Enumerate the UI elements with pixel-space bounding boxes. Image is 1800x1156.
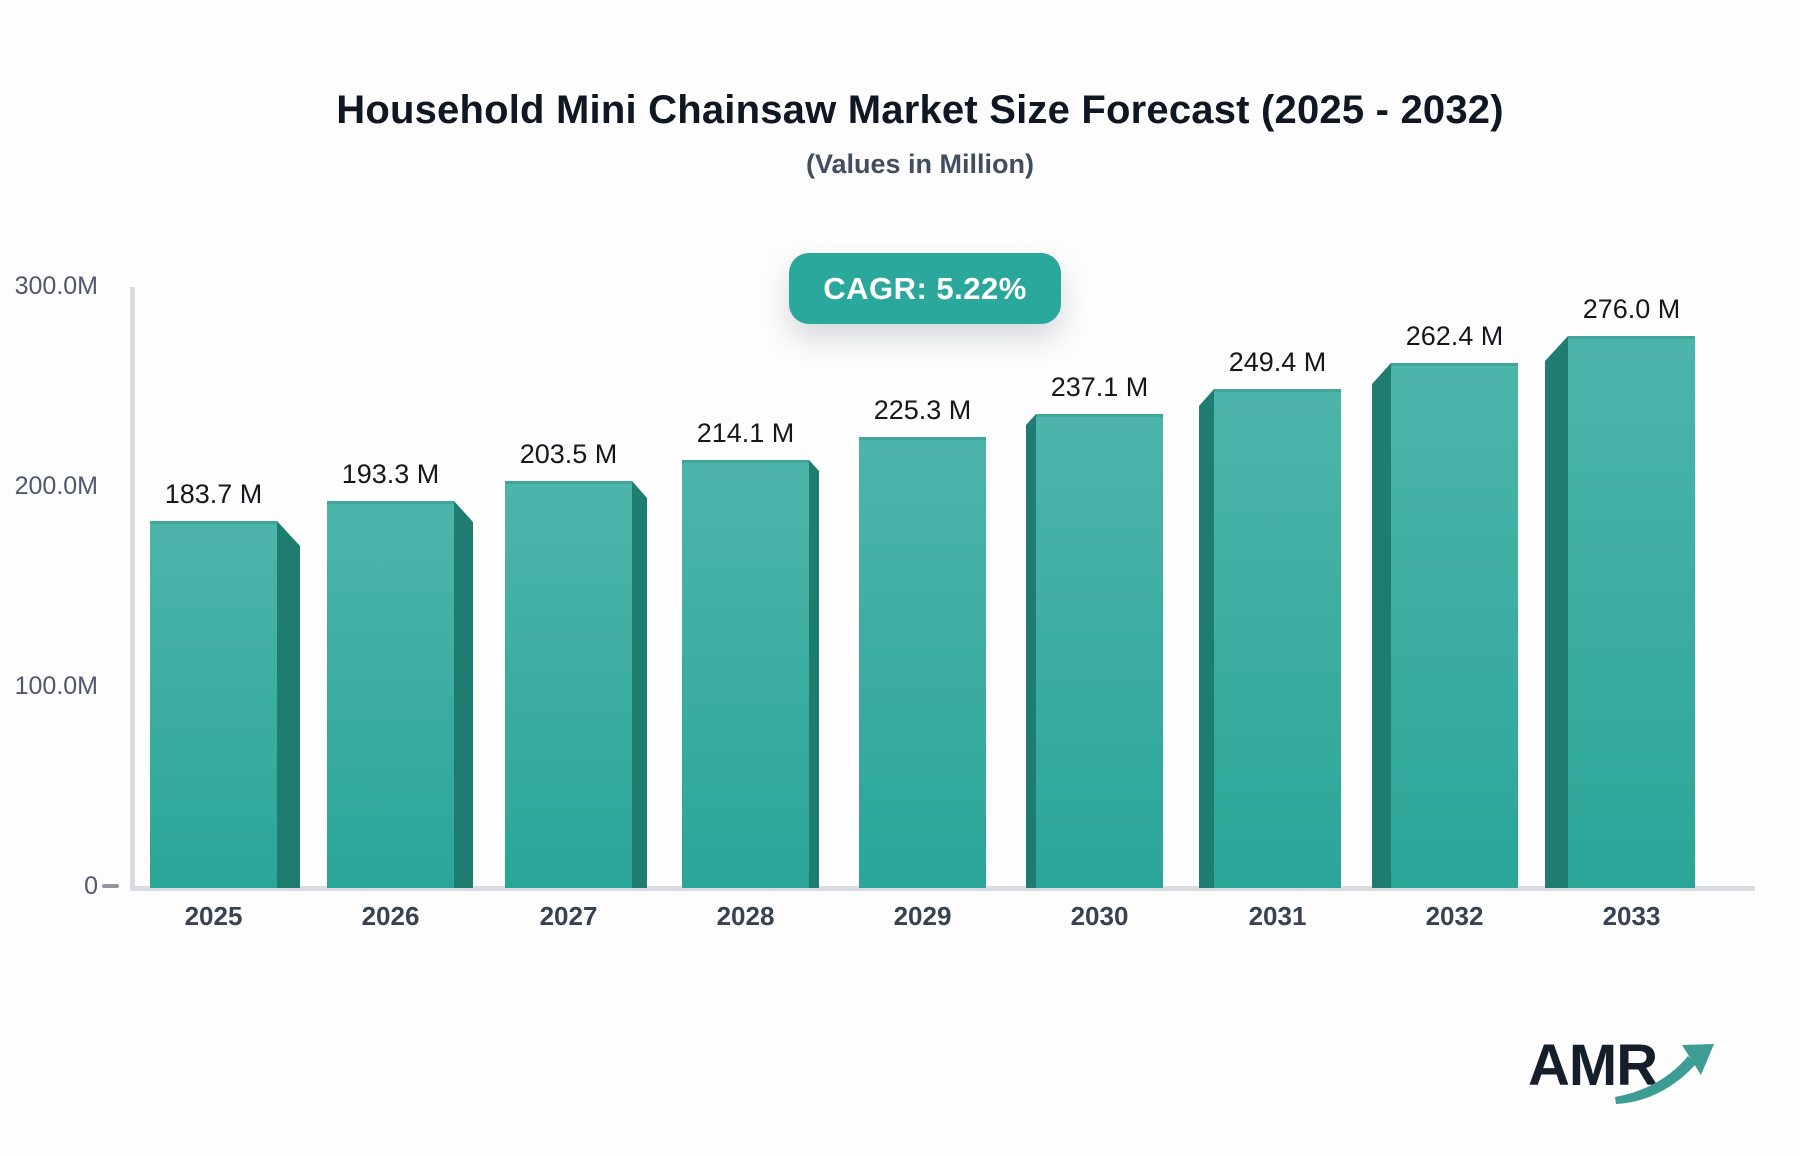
bar-2027 — [505, 481, 632, 888]
bar-2033 — [1568, 336, 1695, 888]
chart-subtitle: (Values in Million) — [805, 149, 1035, 179]
bar-value-label: 203.5 M — [519, 439, 618, 469]
x-axis-category-label: 2028 — [716, 901, 775, 931]
zero-tick-mark — [102, 884, 119, 888]
bar-value-label: 214.1 M — [696, 418, 795, 448]
bar-2031 — [1214, 389, 1341, 888]
bar-value-label: 276.0 M — [1582, 294, 1681, 324]
bar-2029 — [859, 437, 986, 888]
growth-arrow-icon — [1615, 1044, 1714, 1104]
bar-2032 — [1391, 363, 1518, 888]
x-axis-category-label: 2025 — [184, 901, 243, 931]
bar-value-label: 249.4 M — [1228, 347, 1327, 377]
bar-side-face — [277, 521, 300, 888]
bar-side-face — [1199, 389, 1214, 888]
bar-side-face — [1372, 363, 1391, 888]
x-axis-category-label: 2027 — [539, 901, 598, 931]
bar-value-label: 225.3 M — [873, 395, 972, 425]
chart-header: Household Mini Chainsaw Market Size Fore… — [40, 88, 1800, 180]
x-axis-category-label: 2026 — [361, 901, 420, 931]
bar-value-label: 237.1 M — [1050, 372, 1149, 402]
x-axis-category-label: 2029 — [893, 901, 952, 931]
bar-2025 — [150, 521, 277, 888]
amr-logo: AMR — [1528, 1032, 1758, 1127]
bar-side-face — [1026, 414, 1036, 888]
amr-logo-text: AMR — [1528, 1033, 1658, 1098]
cagr-badge: CAGR: 5.22% — [789, 253, 1061, 324]
y-axis-tick-label: 200.0M — [14, 472, 98, 500]
cagr-badge-label: CAGR: 5.22% — [823, 270, 1027, 306]
bar-2026 — [327, 501, 454, 888]
x-axis-category-label: 2032 — [1425, 901, 1484, 931]
y-axis-tick-label: 300.0M — [14, 272, 98, 300]
y-axis-line — [130, 287, 135, 889]
chart-title: Household Mini Chainsaw Market Size Fore… — [336, 88, 1504, 132]
x-axis-category-label: 2030 — [1070, 901, 1129, 931]
bar-side-face — [809, 460, 819, 888]
bar-side-face — [1545, 336, 1568, 888]
x-axis-category-label: 2031 — [1248, 901, 1307, 931]
bar-value-label: 183.7 M — [164, 479, 263, 509]
y-axis-tick-label: 0 — [84, 872, 98, 900]
bar-side-face — [632, 481, 647, 888]
y-axis-tick-label: 100.0M — [14, 672, 98, 700]
x-axis-category-label: 2033 — [1602, 901, 1661, 931]
bar-value-label: 262.4 M — [1405, 321, 1504, 351]
bar-2028 — [682, 460, 809, 888]
bar-side-face — [454, 501, 473, 888]
bar-2030 — [1036, 414, 1163, 888]
x-axis-line — [130, 886, 1755, 891]
bar-value-label: 193.3 M — [341, 459, 440, 489]
